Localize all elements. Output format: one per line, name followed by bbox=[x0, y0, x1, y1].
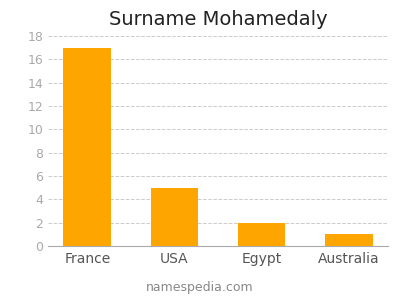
Bar bbox=[150, 188, 198, 246]
Text: namespedia.com: namespedia.com bbox=[146, 281, 254, 294]
Bar bbox=[238, 223, 286, 246]
Bar bbox=[325, 234, 372, 246]
Bar bbox=[64, 48, 111, 246]
Title: Surname Mohamedaly: Surname Mohamedaly bbox=[109, 10, 327, 29]
